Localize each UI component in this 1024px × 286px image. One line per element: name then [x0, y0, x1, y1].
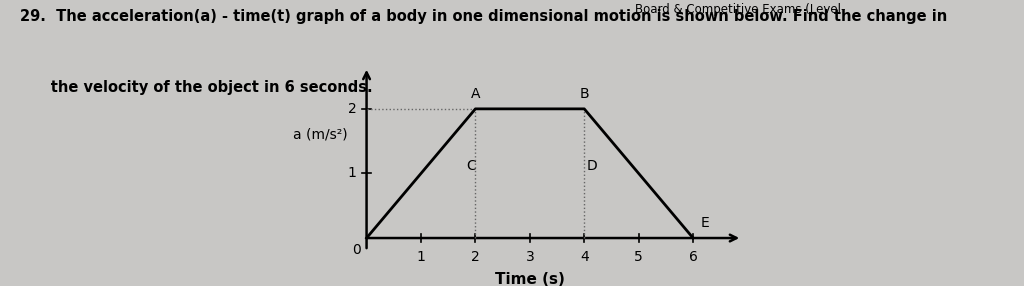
Text: E: E — [700, 216, 710, 230]
Text: 0: 0 — [352, 243, 361, 257]
Text: Board & Competitive Exams (Level-: Board & Competitive Exams (Level- — [635, 3, 845, 16]
Text: 29.  The acceleration(a) - time(t) graph of a body in one dimensional motion is : 29. The acceleration(a) - time(t) graph … — [20, 9, 948, 23]
Text: D: D — [587, 160, 598, 173]
Text: B: B — [580, 87, 589, 101]
Text: 2: 2 — [348, 102, 356, 116]
Text: 6: 6 — [689, 250, 697, 264]
Text: C: C — [466, 160, 476, 173]
Text: 1: 1 — [348, 166, 356, 180]
Text: A: A — [471, 87, 480, 101]
Text: 3: 3 — [525, 250, 535, 264]
Text: a (m/s²): a (m/s²) — [293, 128, 347, 142]
Text: Time (s): Time (s) — [495, 272, 565, 286]
Text: 4: 4 — [580, 250, 589, 264]
Text: 5: 5 — [634, 250, 643, 264]
Text: 2: 2 — [471, 250, 480, 264]
Text: 1: 1 — [417, 250, 425, 264]
Text: the velocity of the object in 6 seconds.: the velocity of the object in 6 seconds. — [20, 80, 373, 95]
